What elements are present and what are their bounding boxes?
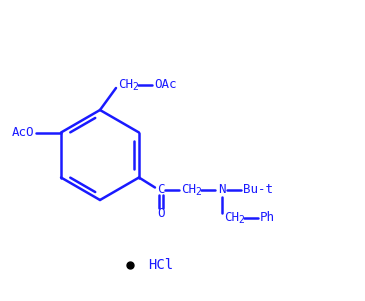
Text: AcO: AcO xyxy=(12,126,34,139)
Text: OAc: OAc xyxy=(154,79,177,92)
Text: Ph: Ph xyxy=(260,211,275,224)
Text: 2: 2 xyxy=(195,187,201,197)
Text: C: C xyxy=(157,183,165,196)
Text: CH: CH xyxy=(181,183,196,196)
Text: O: O xyxy=(157,207,165,220)
Text: 2: 2 xyxy=(238,215,244,225)
Text: CH: CH xyxy=(224,211,239,224)
Text: CH: CH xyxy=(118,79,133,92)
Text: 2: 2 xyxy=(132,82,138,92)
Text: Bu-t: Bu-t xyxy=(243,183,273,196)
Text: HCl: HCl xyxy=(148,258,173,272)
Text: N: N xyxy=(218,183,226,196)
